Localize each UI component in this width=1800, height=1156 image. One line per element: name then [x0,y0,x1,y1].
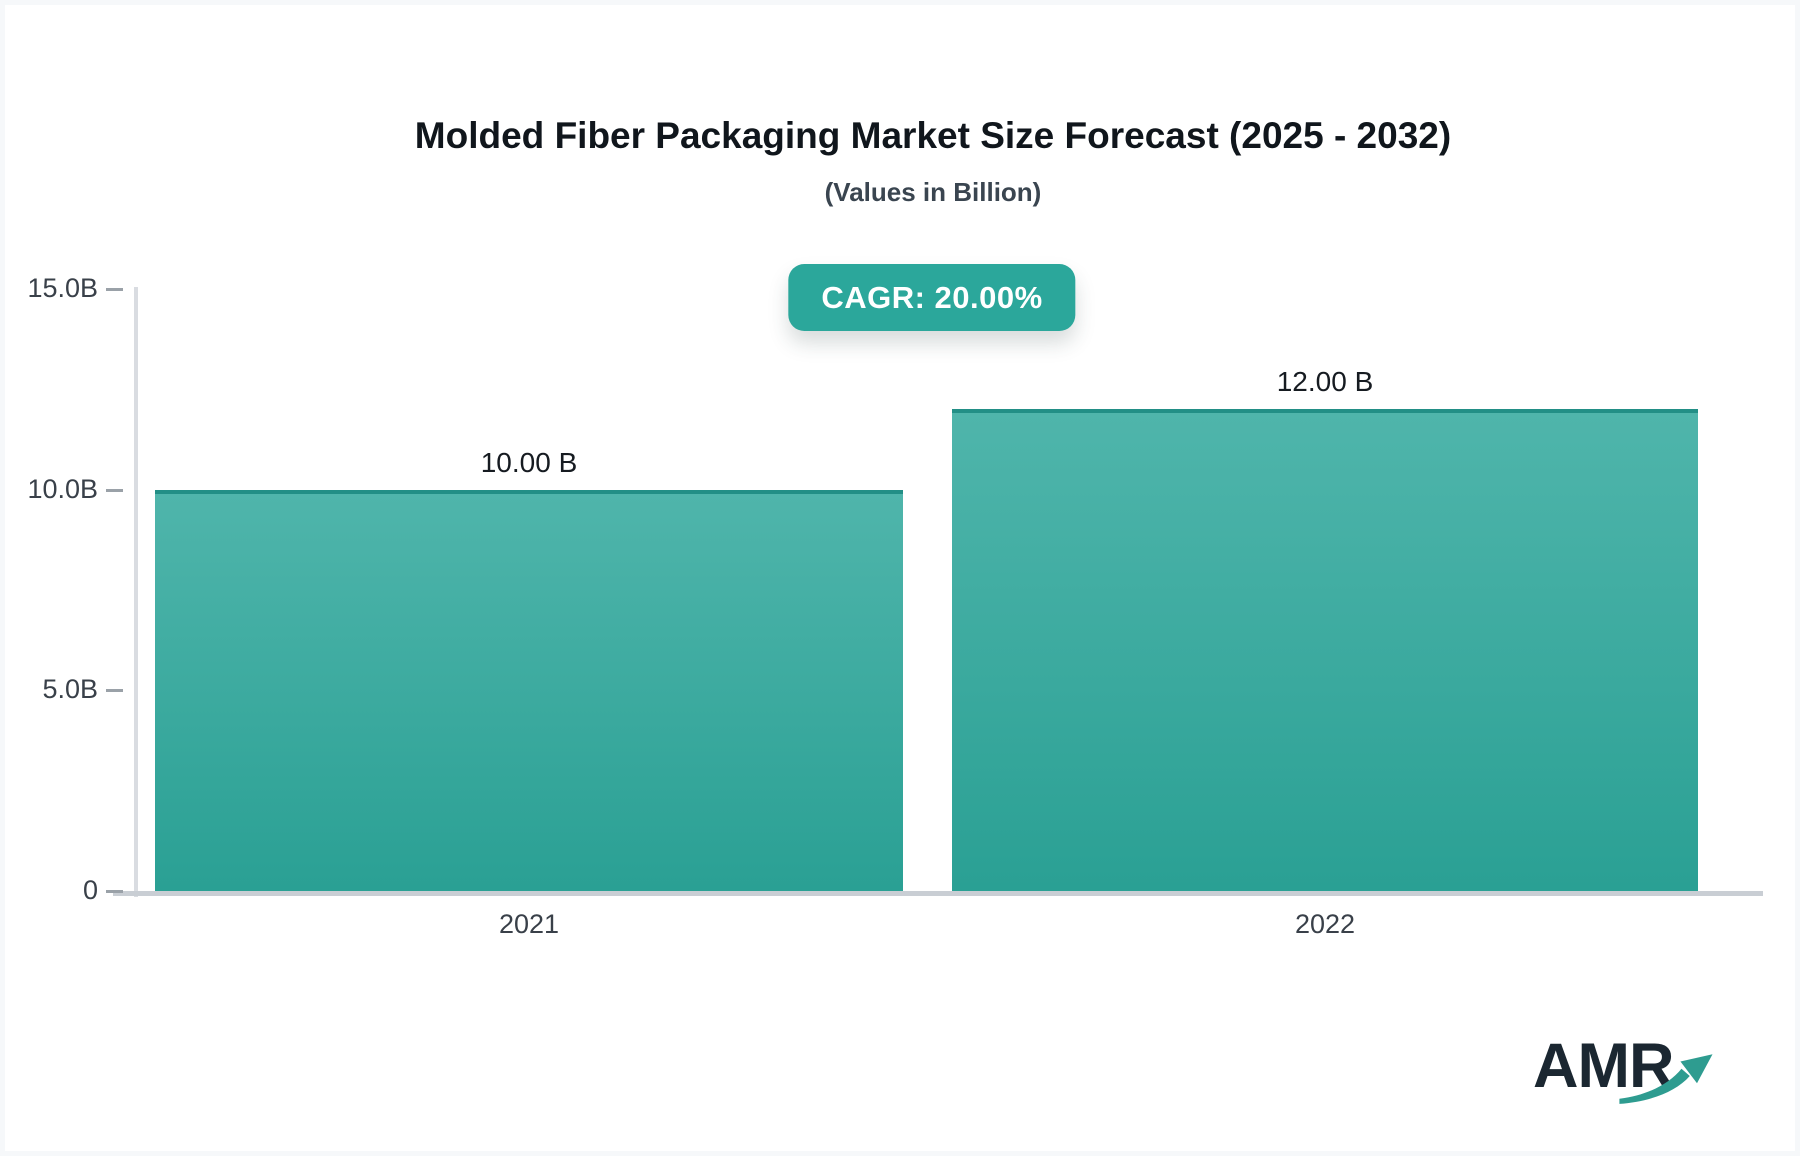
y-tick-mark [106,288,123,291]
y-axis-line [134,287,138,897]
bar-value-label: 10.00 B [480,446,578,478]
amr-logo-text: AMR [1533,1031,1674,1101]
trending-up-arrow-icon [1619,1054,1713,1104]
cagr-badge: CAGR: 20.00% [788,264,1076,331]
x-category-label: 2022 [1294,909,1356,939]
chart-subtitle: (Values in Billion) [824,177,1042,207]
x-category-label: 2021 [498,909,560,939]
chart-title: Molded Fiber Packaging Market Size Forec… [414,115,1452,156]
y-tick-mark [106,689,123,693]
amr-logo: AMR [1533,1035,1753,1115]
y-tick-mark [106,890,123,893]
y-tick-label: 15.0B [27,273,98,303]
bar-value-label: 12.00 B [1276,366,1374,398]
x-axis-line [113,891,1763,896]
y-tick-label: 10.0B [27,473,98,504]
y-tick-label: 0 [82,875,98,905]
bar-2022 [952,409,1698,891]
cagr-badge-label: CAGR: 20.00% [821,279,1043,315]
y-tick-label: 5.0B [42,674,98,705]
bar-2021 [155,489,903,891]
y-tick-mark [106,488,123,492]
